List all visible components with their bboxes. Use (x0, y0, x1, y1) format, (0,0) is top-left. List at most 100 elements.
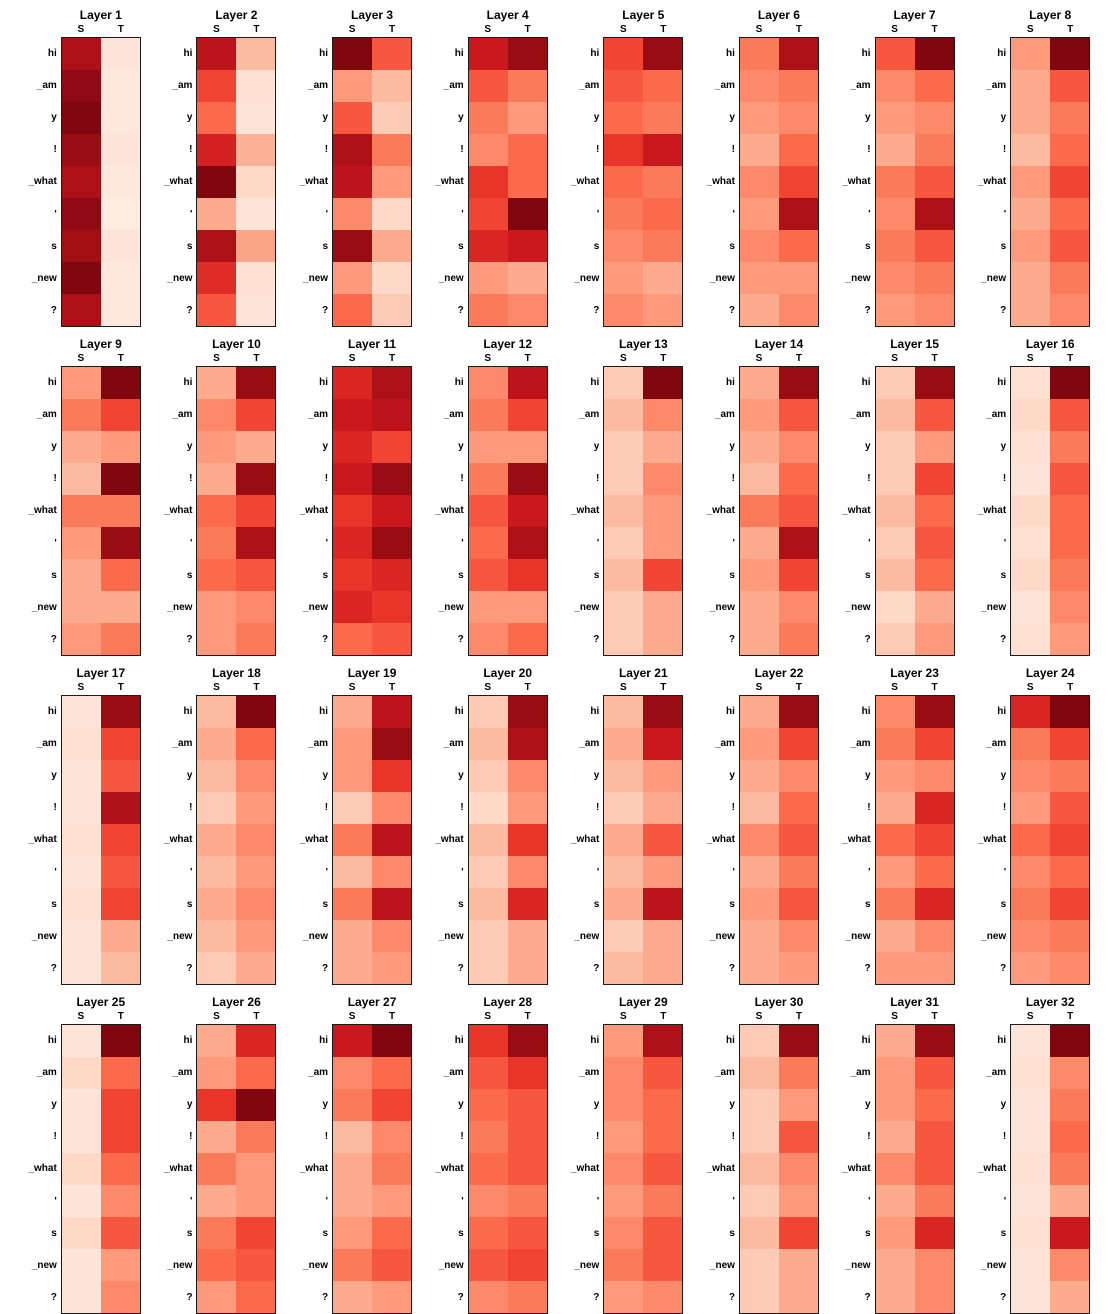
heatmap-cell (1011, 134, 1051, 166)
row-labels: hi _am y! _what ' s _new? (839, 37, 875, 327)
heatmap-cell (236, 952, 276, 984)
row-label: _what (706, 1163, 735, 1175)
heatmap-cell (372, 294, 412, 326)
heatmap-cell (778, 888, 818, 920)
row-label: ' (325, 866, 329, 878)
row-label: s (865, 240, 871, 252)
row-label: hi (997, 47, 1007, 59)
row-label: s (458, 569, 464, 581)
row-label: hi (454, 376, 464, 388)
heatmap-cell (333, 463, 373, 495)
heatmap-cell (61, 38, 101, 70)
heatmap-cell (197, 792, 237, 824)
row-label: _new (438, 601, 464, 613)
row-label: ? (864, 634, 871, 646)
heatmap-cell (61, 1185, 101, 1217)
row-label: ? (1000, 963, 1007, 975)
column-header-s: S (348, 682, 356, 693)
column-header-t: T (931, 682, 938, 693)
panel-title: Layer 26 (212, 995, 261, 1009)
heatmap-cell (875, 760, 915, 792)
row-label: _what (842, 505, 871, 517)
heatmap-cell (507, 1153, 547, 1185)
heatmap-cell (875, 38, 915, 70)
heatmap-cell (507, 1185, 547, 1217)
heatmap-cell (197, 824, 237, 856)
heatmap-cell (604, 696, 644, 728)
heatmap-cell (643, 102, 683, 134)
heatmap-cell (468, 559, 508, 591)
row-labels: hi _am y! _what ' s _new? (567, 37, 603, 327)
column-header-t: T (1067, 682, 1074, 693)
heatmap-cell (507, 1217, 547, 1249)
heatmap-cell (604, 591, 644, 623)
heatmap-cell (914, 102, 954, 134)
heatmap-cell (61, 1025, 101, 1057)
heatmap (1010, 695, 1091, 985)
heatmap-cell (468, 1217, 508, 1249)
heatmap-cell (1050, 463, 1090, 495)
row-label: ? (864, 305, 871, 317)
heatmap-cell (507, 495, 547, 527)
heatmap-cell (739, 463, 779, 495)
heatmap-cell (100, 920, 140, 952)
heatmap-cell (372, 792, 412, 824)
row-labels: hi _am y! _what ' s _new? (703, 37, 739, 327)
row-labels: hi _am y! _what ' s _new? (25, 37, 61, 327)
row-label: ? (593, 305, 600, 317)
row-label: _new (574, 601, 600, 613)
heatmap-cell (468, 399, 508, 431)
column-header-t: T (1067, 353, 1074, 364)
row-label: y (729, 769, 735, 781)
row-labels: hi _am y! _what ' s _new? (703, 366, 739, 656)
heatmap-cell (604, 1025, 644, 1057)
row-label: ? (457, 963, 464, 975)
heatmap-cell (739, 920, 779, 952)
panel-title: Layer 22 (754, 666, 804, 680)
heatmap-cell (372, 1121, 412, 1153)
row-label: _what (570, 1163, 600, 1175)
heatmap-cell (507, 166, 547, 198)
heatmap-cell (604, 70, 644, 102)
heatmap-cell (61, 824, 101, 856)
heatmap-cell (778, 591, 818, 623)
row-label: hi (319, 705, 329, 717)
row-label: ! (595, 144, 600, 156)
heatmap-cell (372, 760, 412, 792)
heatmap-cell (1050, 559, 1090, 591)
heatmap (467, 37, 548, 327)
heatmap-cell (643, 760, 683, 792)
heatmap-cell (372, 134, 412, 166)
column-header-t: T (253, 1011, 260, 1022)
heatmap-cell (875, 792, 915, 824)
row-label: y (593, 769, 600, 781)
heatmap (467, 366, 548, 656)
heatmap-cell (739, 856, 779, 888)
row-label: _am (986, 408, 1007, 420)
heatmap-cell (643, 728, 683, 760)
heatmap-cell (468, 623, 508, 655)
heatmap (603, 366, 684, 656)
row-label: _am (850, 79, 871, 91)
heatmap-cell (100, 431, 140, 463)
heatmap-cell (1011, 920, 1051, 952)
row-label: y (51, 769, 57, 781)
heatmap-cell (333, 70, 373, 102)
heatmap-cell (778, 495, 818, 527)
heatmap-cell (236, 431, 276, 463)
heatmap-cell (914, 463, 954, 495)
heatmap-cell (372, 888, 412, 920)
heatmap-cell (643, 920, 683, 952)
row-label: _am (714, 737, 735, 749)
row-label: _what (28, 505, 57, 517)
heatmap-cell (739, 230, 779, 262)
heatmap-cell (1050, 696, 1090, 728)
heatmap-cell (372, 1057, 412, 1089)
heatmap-cell (333, 1121, 373, 1153)
